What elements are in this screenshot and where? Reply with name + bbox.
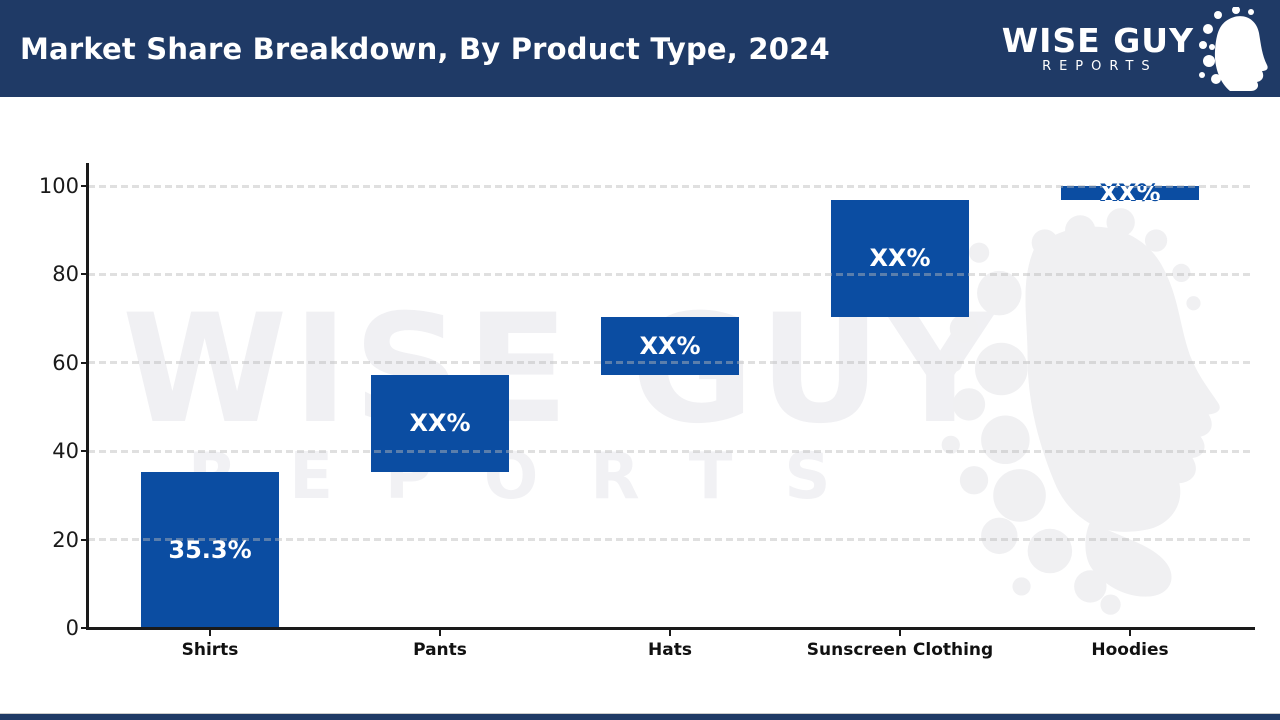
- y-tick-label-20: 20: [52, 527, 79, 552]
- bar-shirts: [141, 471, 279, 628]
- x-tick-3: [669, 629, 671, 636]
- y-tick-label-0: 0: [65, 616, 79, 640]
- bar-label-pants: XX%: [409, 409, 471, 438]
- y-axis-line: [86, 163, 89, 629]
- page-title: Market Share Breakdown, By Product Type,…: [20, 31, 830, 66]
- y-tick-label-80: 80: [52, 262, 79, 287]
- x-tick-label-4: Sunscreen Clothing: [806, 640, 994, 660]
- y-tick-label-100: 100: [38, 174, 79, 198]
- x-axis-line: [86, 627, 1255, 630]
- x-tick-4: [899, 629, 901, 636]
- bar-hats: [601, 317, 739, 375]
- logo-wordmark: WISE GUY: [1001, 21, 1194, 61]
- y-tick-20: [81, 538, 88, 541]
- header-bar: Market Share Breakdown, By Product Type,…: [0, 0, 1280, 97]
- x-tick-label-5: Hoodies: [1091, 640, 1169, 660]
- x-tick-label-1: Shirts: [181, 640, 239, 660]
- x-tick-1: [209, 629, 211, 636]
- y-tick-60: [81, 361, 88, 364]
- footer-bar: [0, 713, 1280, 720]
- watermark-face-icon: [941, 208, 1220, 615]
- x-tick-label-3: Hats: [648, 640, 692, 660]
- y-tick-label-40: 40: [52, 439, 79, 464]
- logo: WISE GUY REPORTS: [1002, 6, 1268, 92]
- gridline-40: [88, 449, 1254, 453]
- bar-sunscreen-clothing: [831, 199, 969, 318]
- logo-subtext: REPORTS: [1042, 58, 1158, 74]
- bar-pants: [371, 374, 509, 472]
- bar-label-hoodies: XX%: [1099, 186, 1160, 200]
- gridline-60: [88, 361, 1254, 365]
- y-tick-0: [81, 627, 88, 629]
- x-tick-label-2: Pants: [413, 640, 467, 660]
- y-tick-40: [81, 450, 88, 453]
- y-tick-100: [81, 185, 88, 187]
- bar-label-clip-hoodies: XX%: [1061, 186, 1199, 200]
- gridline-80: [88, 272, 1254, 276]
- bar-label-sunscreen-clothing: XX%: [869, 244, 931, 273]
- x-tick-2: [439, 629, 441, 636]
- bar-label-hats: XX%: [639, 332, 701, 360]
- bar-label-shirts: 35.3%: [168, 535, 252, 564]
- watermark-subtext: REPORTS: [188, 440, 883, 514]
- logo-face-icon: [1199, 7, 1268, 91]
- y-tick-label-60: 60: [52, 350, 79, 375]
- bar-label-overflow-hoodies: XX%: [1099, 178, 1161, 207]
- gridline-100: [88, 184, 1254, 188]
- bar-hoodies: [1061, 186, 1199, 200]
- x-tick-5: [1129, 629, 1131, 636]
- gridline-20: [88, 538, 1254, 542]
- logo-text: WISE GUY REPORTS: [1002, 24, 1194, 74]
- y-tick-80: [81, 273, 88, 276]
